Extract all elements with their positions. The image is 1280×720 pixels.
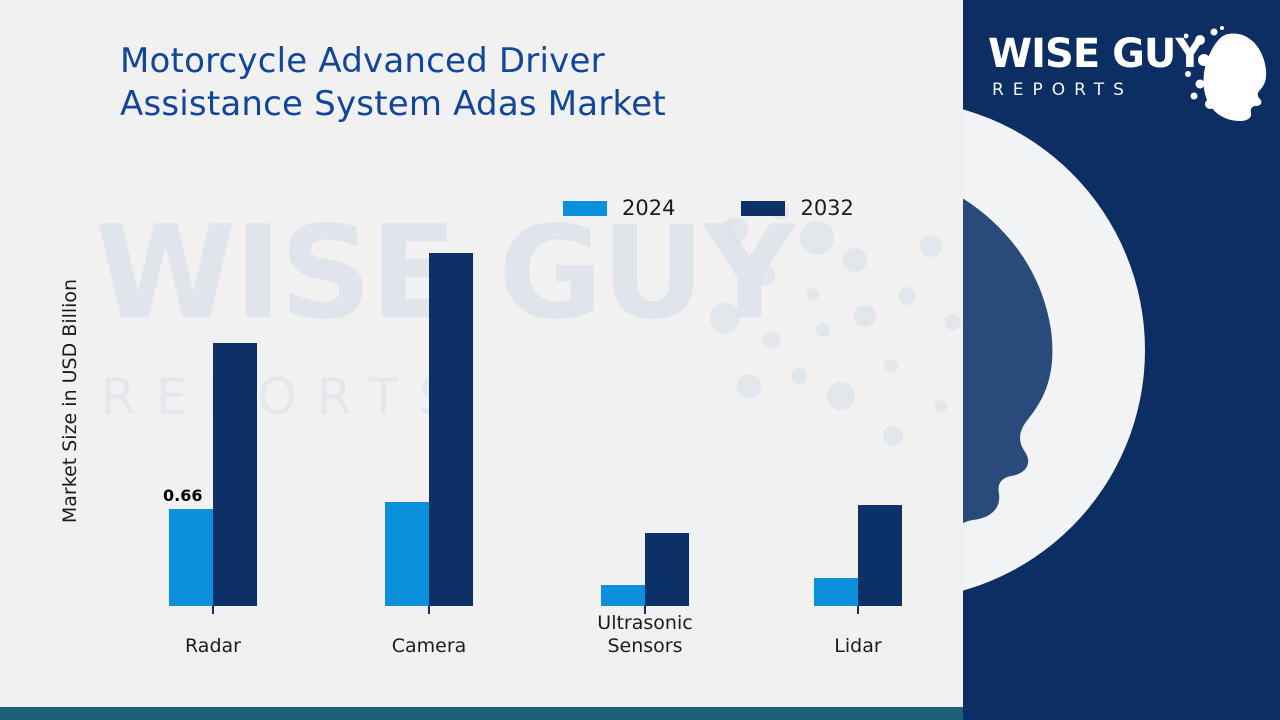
panel-dots-icon — [963, 150, 993, 550]
logo-head-icon — [1184, 26, 1267, 122]
chart-legend: 2024 2032 — [563, 196, 854, 220]
x-axis-tick — [428, 606, 430, 614]
brand-name: WISE GUY — [988, 31, 1204, 77]
panel-head-profile-icon — [963, 198, 1053, 524]
legend-label-2032: 2032 — [800, 196, 854, 220]
bar-group: Ultrasonic Sensors — [597, 246, 693, 657]
bar-group: Camera — [385, 246, 473, 657]
bar-2024-camera[interactable] — [385, 501, 429, 606]
x-axis-tick — [212, 606, 214, 614]
bar-group: 0.66 Radar — [163, 246, 257, 657]
bottom-accent-strip — [0, 707, 963, 720]
page-title: Motorcycle Advanced Driver Assistance Sy… — [120, 41, 666, 124]
x-axis-tick — [644, 606, 646, 614]
x-axis-category-label: Ultrasonic Sensors — [597, 612, 693, 658]
bar-value-label: 0.66 — [163, 486, 203, 506]
brand-panel: WISE GUY REPORTS — [963, 0, 1280, 720]
bar-2032-radar[interactable] — [213, 342, 257, 606]
legend-item-2024[interactable]: 2024 — [563, 196, 675, 220]
legend-swatch-2024 — [563, 200, 607, 216]
bar-2032-ultrasonic-sensors[interactable] — [645, 532, 689, 606]
bar-group: Lidar — [814, 246, 902, 657]
bar-2032-camera[interactable] — [429, 253, 473, 606]
bar-2032-lidar[interactable] — [858, 504, 902, 606]
plot-area: 0.66 Radar Camera Ultrasonic Sensors Lidar — [163, 246, 902, 657]
x-axis-category-label: Lidar — [834, 635, 882, 658]
bar-2024-radar[interactable] — [169, 509, 213, 606]
bar-2024-lidar[interactable] — [814, 578, 858, 606]
brand-tagline: REPORTS — [992, 80, 1133, 100]
legend-item-2032[interactable]: 2032 — [741, 196, 854, 220]
x-axis-tick — [857, 606, 859, 614]
legend-label-2024: 2024 — [622, 196, 676, 220]
brand-logo: WISE GUY REPORTS — [988, 26, 1267, 122]
x-axis-category-label: Camera — [391, 635, 467, 658]
bar-2024-ultrasonic-sensors[interactable] — [601, 585, 645, 606]
legend-swatch-2032 — [741, 200, 786, 216]
x-axis-category-label: Radar — [185, 635, 241, 658]
